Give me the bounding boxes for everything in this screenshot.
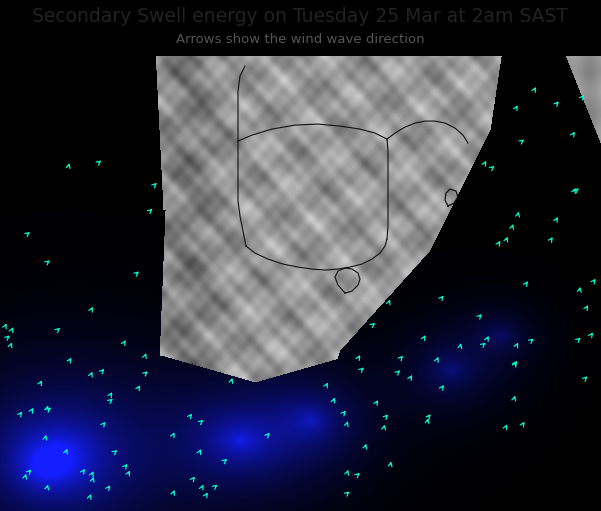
Text: Arrows show the wind wave direction: Arrows show the wind wave direction (176, 33, 425, 47)
Text: Secondary Swell energy on Tuesday 25 Mar at 2am SAST: Secondary Swell energy on Tuesday 25 Mar… (32, 7, 569, 26)
